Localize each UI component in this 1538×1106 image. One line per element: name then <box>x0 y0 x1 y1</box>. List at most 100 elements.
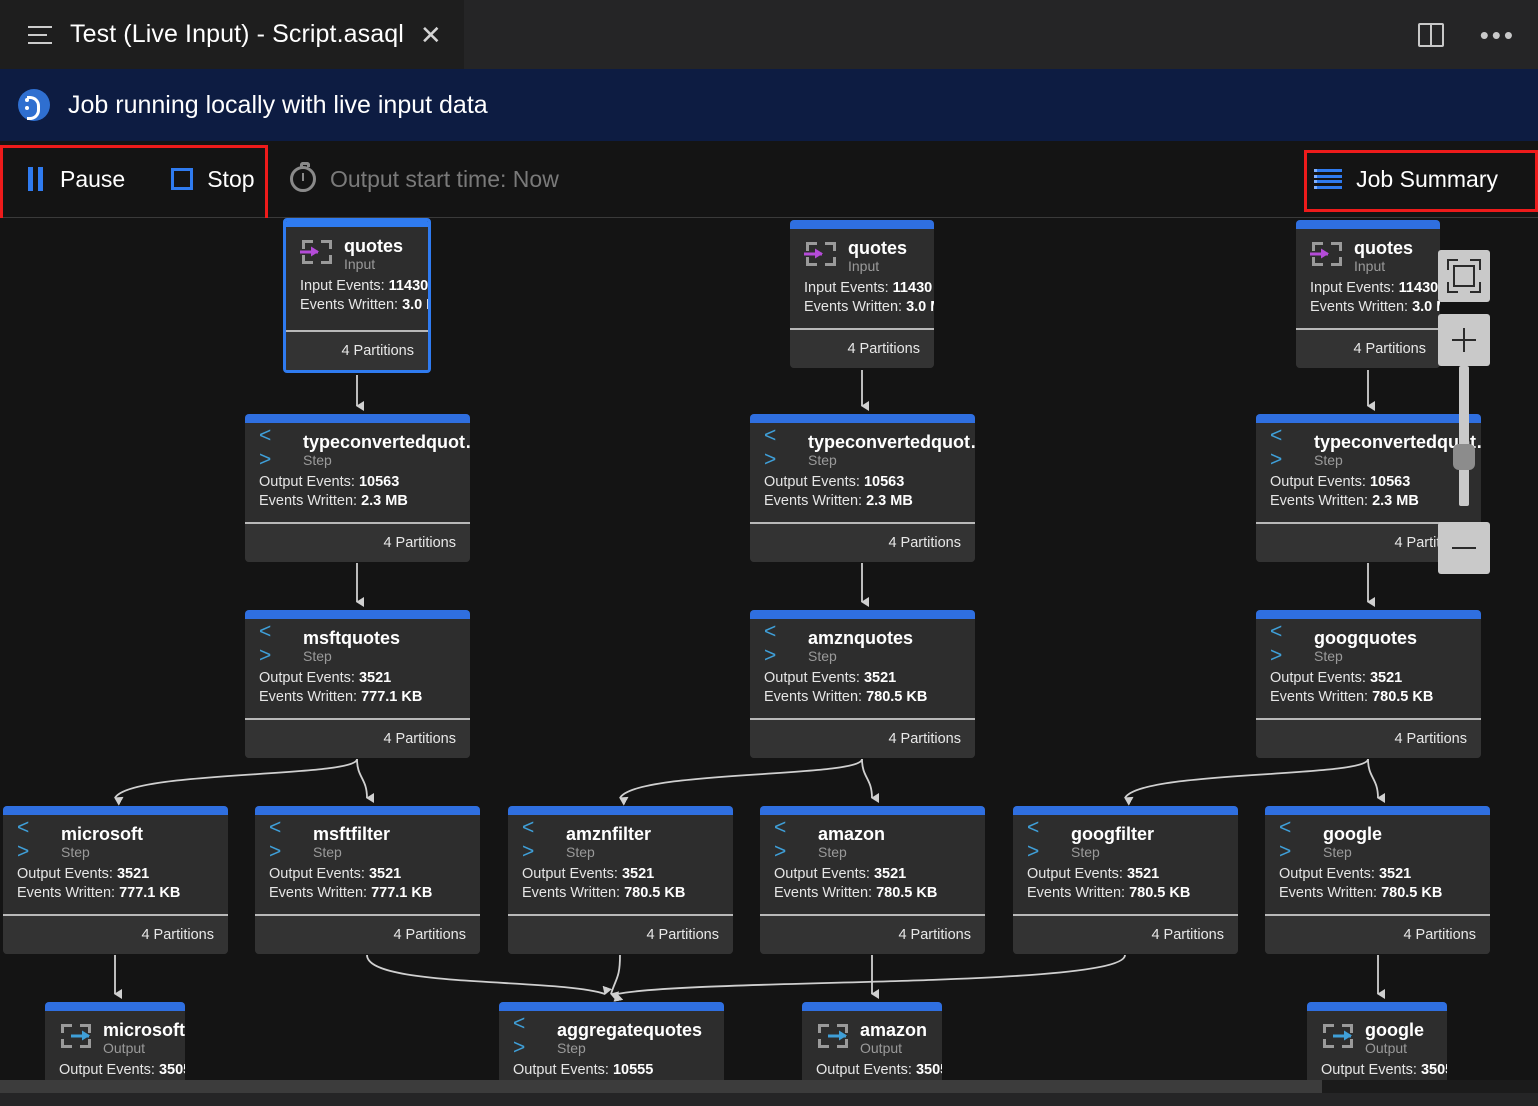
split-editor-icon[interactable] <box>1417 22 1444 47</box>
node-title: aggregatequotes <box>557 1020 703 1040</box>
node-metric-value: 780.5 KB <box>1381 885 1443 901</box>
node-metric-value: 3521 <box>863 670 897 686</box>
diagram-node-amznquotes[interactable]: < > amznquotes Step Output Events: 3521 Even… <box>750 610 975 758</box>
node-metric-label: Events Written: <box>764 493 863 509</box>
diagram-node-typeconverted-3[interactable]: < > typeconvertedquot… Step Output Events: … <box>1256 414 1481 562</box>
zoom-slider-thumb[interactable] <box>1453 444 1475 470</box>
job-summary-button[interactable]: Job Summary <box>1308 162 1504 197</box>
node-partitions: 4 Partitions <box>1296 328 1440 368</box>
node-accent-bar <box>1256 414 1481 423</box>
node-kind: Step <box>1323 844 1352 860</box>
input-icon <box>300 239 334 265</box>
diagram-node-typeconverted-2[interactable]: < > typeconvertedquot… Step Output Events: … <box>750 414 975 562</box>
node-accent-bar <box>1296 220 1440 229</box>
zoom-out-icon[interactable] <box>1438 522 1490 574</box>
node-accent-bar <box>3 806 228 815</box>
node-metric-value: 3.0 MB <box>906 299 934 315</box>
node-header: < > googquotes Step <box>1270 620 1467 667</box>
node-metrics: Output Events: 3521 Events Written: 780.5… <box>764 669 961 707</box>
node-metric-label: Events Written: <box>17 885 116 901</box>
node-metric-label: Output Events: <box>522 866 618 882</box>
node-metric-label: Events Written: <box>1270 689 1369 705</box>
node-metrics: Output Events: 3521 Events Written: 780.5… <box>1270 669 1467 707</box>
horizontal-scrollbar-thumb[interactable] <box>0 1080 1322 1093</box>
diagram-node-amznfilter[interactable]: < > amznfilter Step Output Events: 3521 Even… <box>508 806 733 954</box>
node-accent-bar <box>1265 806 1490 815</box>
node-body: < > msftquotes Step Output Events: 3521 Even… <box>245 619 470 707</box>
node-metric-label: Output Events: <box>764 670 860 686</box>
diagram-node-googquotes[interactable]: < > googquotes Step Output Events: 3521 Even… <box>1256 610 1481 758</box>
node-title: microsoft <box>61 824 144 844</box>
diagram-node-quotes-1[interactable]: quotes Input Input Events: 11430 Events Wri… <box>283 218 431 373</box>
node-metric-label: Output Events: <box>1027 866 1123 882</box>
node-title: amznfilter <box>566 824 652 844</box>
stop-icon <box>171 168 194 190</box>
node-header: < > googfilter Step <box>1027 816 1224 863</box>
node-metrics: Output Events: 3505 <box>1321 1061 1447 1080</box>
horizontal-scrollbar[interactable] <box>0 1080 1538 1093</box>
node-header: < > msftfilter Step <box>269 816 466 863</box>
node-body: < > msftfilter Step Output Events: 3521 Even… <box>255 815 480 903</box>
output-start-time-button[interactable]: Output start time: Now <box>284 162 565 197</box>
zoom-in-icon[interactable] <box>1438 314 1490 366</box>
diagram-node-msftquotes[interactable]: < > msftquotes Step Output Events: 3521 Even… <box>245 610 470 758</box>
code-icon: < > <box>1270 424 1285 471</box>
node-body: < > amznquotes Step Output Events: 3521 Even… <box>750 619 975 707</box>
node-metric-value: 11430 <box>1398 280 1439 296</box>
node-metric-value: 780.5 KB <box>1372 689 1434 705</box>
diagram-edges <box>114 370 1386 1002</box>
node-kind: Step <box>557 1040 586 1056</box>
node-metric: Output Events: 3521 <box>764 669 961 688</box>
node-metric-label: Events Written: <box>1279 885 1378 901</box>
editor-tab-script-asaql[interactable]: Test (Live Input) - Script.asaql ✕ <box>0 0 464 69</box>
node-accent-bar <box>802 1002 942 1011</box>
job-diagram-canvas[interactable]: quotes Input Input Events: 11430 Events Wri… <box>0 218 1538 1080</box>
pause-button[interactable]: Pause <box>22 162 131 197</box>
node-metrics: Output Events: 3521 Events Written: 780.5… <box>522 865 719 903</box>
node-partitions: 4 Partitions <box>1013 914 1238 954</box>
tab-title: Test (Live Input) - Script.asaql <box>70 20 404 48</box>
close-icon[interactable]: ✕ <box>419 19 442 50</box>
status-banner-text: Job running locally with live input data <box>68 90 488 119</box>
node-metric-label: Output Events: <box>259 474 355 490</box>
node-accent-bar <box>245 610 470 619</box>
node-metric-value: 10563 <box>863 474 905 490</box>
node-header: < > amazon Step <box>774 816 971 863</box>
node-metric-value: 11430 <box>388 278 429 294</box>
stop-button[interactable]: Stop <box>165 162 260 197</box>
node-header: < > typeconvertedquot… Step <box>1270 424 1481 471</box>
node-partitions: 4 Partitions <box>750 522 975 562</box>
node-body: < > typeconvertedquot… Step Output Events: … <box>750 423 975 511</box>
node-kind: Step <box>1071 844 1100 860</box>
code-icon: < > <box>259 424 274 471</box>
diagram-node-aggregatequotes[interactable]: < > aggregatequotes Step Output Events: 105… <box>499 1002 724 1080</box>
zoom-slider[interactable] <box>1453 366 1475 506</box>
node-metrics: Output Events: 10563 Events Written: 2.3 … <box>259 473 456 511</box>
diagram-node-quotes-2[interactable]: quotes Input Input Events: 11430 Events Wri… <box>790 220 934 368</box>
node-metric-label: Output Events: <box>513 1062 609 1078</box>
node-metric: Input Events: 11430 <box>300 277 428 296</box>
node-metric-value: 11430 <box>892 280 933 296</box>
node-metrics: Output Events: 3505 <box>59 1061 185 1080</box>
node-metric-value: 3505 <box>915 1062 942 1078</box>
node-metric: Output Events: 3521 <box>1027 865 1224 884</box>
diagram-node-msftfilter[interactable]: < > msftfilter Step Output Events: 3521 Even… <box>255 806 480 954</box>
hamburger-icon[interactable] <box>28 25 52 44</box>
diagram-node-amazon-step[interactable]: < > amazon Step Output Events: 3521 Events W… <box>760 806 985 954</box>
diagram-node-googfilter[interactable]: < > googfilter Step Output Events: 3521 Even… <box>1013 806 1238 954</box>
node-kind: Step <box>808 648 837 664</box>
node-accent-bar <box>1256 610 1481 619</box>
node-metric-value: 780.5 KB <box>624 885 686 901</box>
node-metric-value: 10563 <box>1369 474 1411 490</box>
diagram-node-quotes-3[interactable]: quotes Input Input Events: 11430 Events Wri… <box>1296 220 1440 368</box>
diagram-node-typeconverted-1[interactable]: < > typeconvertedquot… Step Output Events: … <box>245 414 470 562</box>
more-actions-icon[interactable]: ••• <box>1479 19 1516 50</box>
diagram-node-google-step[interactable]: < > google Step Output Events: 3521 Events W… <box>1265 806 1490 954</box>
diagram-node-microsoft-step[interactable]: < > microsoft Step Output Events: 3521 Event… <box>3 806 228 954</box>
node-kind: Step <box>313 844 342 860</box>
fit-to-screen-icon[interactable] <box>1438 250 1490 302</box>
code-icon: < > <box>764 424 779 471</box>
